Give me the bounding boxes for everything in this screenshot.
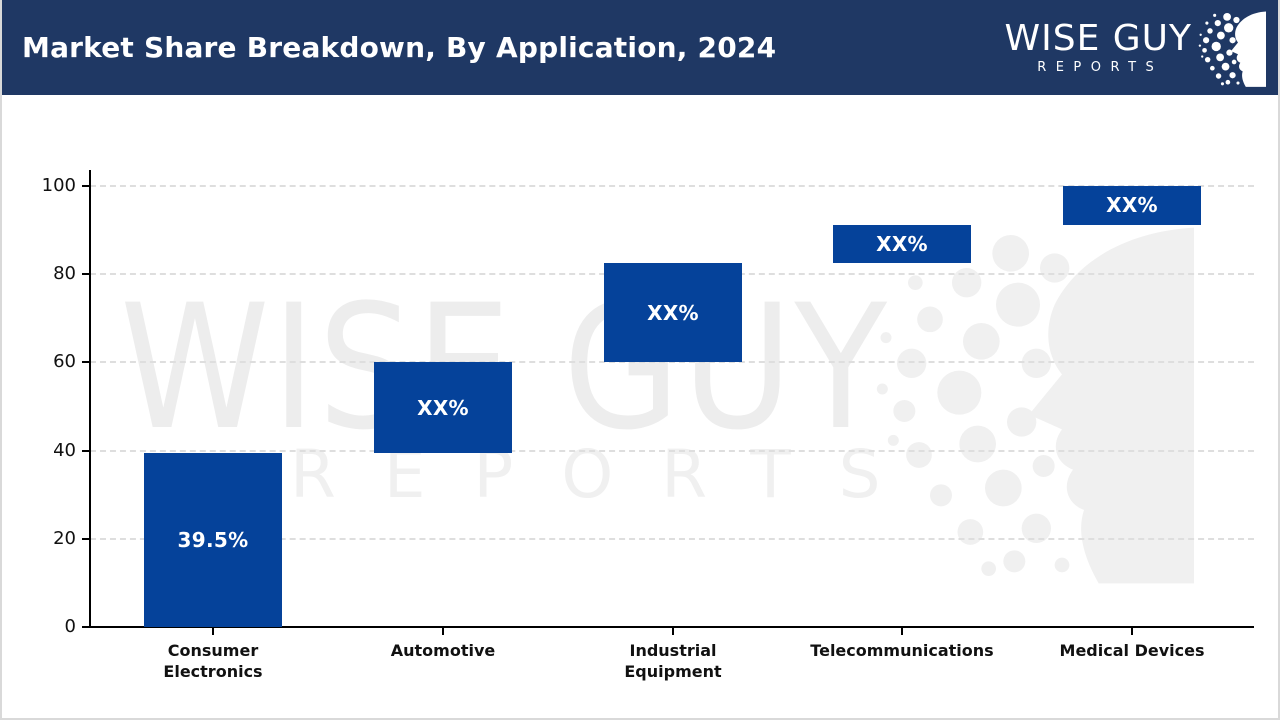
y-tick-label-20: 20 <box>53 527 76 549</box>
x-tick-label-telecommunications: Telecommunications <box>787 640 1017 661</box>
x-tick-label-automotive: Automotive <box>328 640 558 661</box>
x-tick-label-consumer-electronics: Consumer Electronics <box>98 640 328 682</box>
y-tick-label-80: 80 <box>53 263 76 285</box>
y-tick-40 <box>82 449 90 452</box>
header-bar: Market Share Breakdown, By Application, … <box>2 0 1278 95</box>
x-tick-label-line: Industrial <box>629 641 717 660</box>
logo-face-icon <box>1198 10 1266 87</box>
x-tick-automotive <box>442 628 444 635</box>
x-tick-label-line: Consumer <box>167 641 259 660</box>
logo-name: WISE GUY <box>1004 17 1192 59</box>
gridline-100 <box>90 185 1254 187</box>
x-tick-industrial-equipment <box>672 628 674 635</box>
gridline-60 <box>90 361 1254 364</box>
bar-medical-devices: XX% <box>1063 186 1201 225</box>
y-tick-label-60: 60 <box>53 351 76 373</box>
wise-guy-logo: WISE GUY REPORTS <box>1004 9 1266 87</box>
x-tick-label-line: Automotive <box>390 641 496 660</box>
watermark-face-icon <box>876 227 1194 584</box>
x-axis <box>89 626 1254 628</box>
y-tick-label-40: 40 <box>53 439 76 461</box>
x-tick-label-medical-devices: Medical Devices <box>1017 640 1247 661</box>
bar-consumer-electronics: 39.5% <box>144 452 282 627</box>
bar-value-label: XX% <box>647 300 699 325</box>
x-tick-label-line: Equipment <box>624 662 722 681</box>
bar-value-label: XX% <box>876 231 928 256</box>
x-tick-label-line: Electronics <box>163 662 263 681</box>
y-tick-0 <box>82 626 90 628</box>
x-tick-label-line: Medical Devices <box>1059 641 1205 660</box>
gridline-20 <box>90 537 1254 540</box>
gridline-40 <box>90 449 1254 452</box>
y-axis <box>89 170 91 628</box>
x-tick-medical-devices <box>1131 628 1133 635</box>
x-tick-label-line: Telecommunications <box>810 641 994 660</box>
logo-text: WISE GUY REPORTS <box>1004 17 1193 76</box>
bar-value-label: XX% <box>1106 193 1158 218</box>
page-title: Market Share Breakdown, By Application, … <box>22 31 777 64</box>
bar-value-label: XX% <box>417 395 469 420</box>
x-tick-consumer-electronics <box>212 628 214 635</box>
y-tick-100 <box>82 185 90 187</box>
bar-industrial-equipment: XX% <box>604 263 742 363</box>
bar-value-label: 39.5% <box>177 527 249 552</box>
y-tick-label-0: 0 <box>64 616 76 637</box>
x-tick-telecommunications <box>901 628 903 635</box>
y-tick-label-100: 100 <box>41 175 76 196</box>
y-tick-80 <box>82 273 90 276</box>
bar-telecommunications: XX% <box>833 224 971 264</box>
x-tick-label-industrial-equipment: Industrial Equipment <box>558 640 788 682</box>
bar-automotive: XX% <box>374 362 512 453</box>
y-tick-20 <box>82 537 90 540</box>
logo-subtitle: REPORTS <box>1037 60 1164 76</box>
y-tick-60 <box>82 361 90 364</box>
